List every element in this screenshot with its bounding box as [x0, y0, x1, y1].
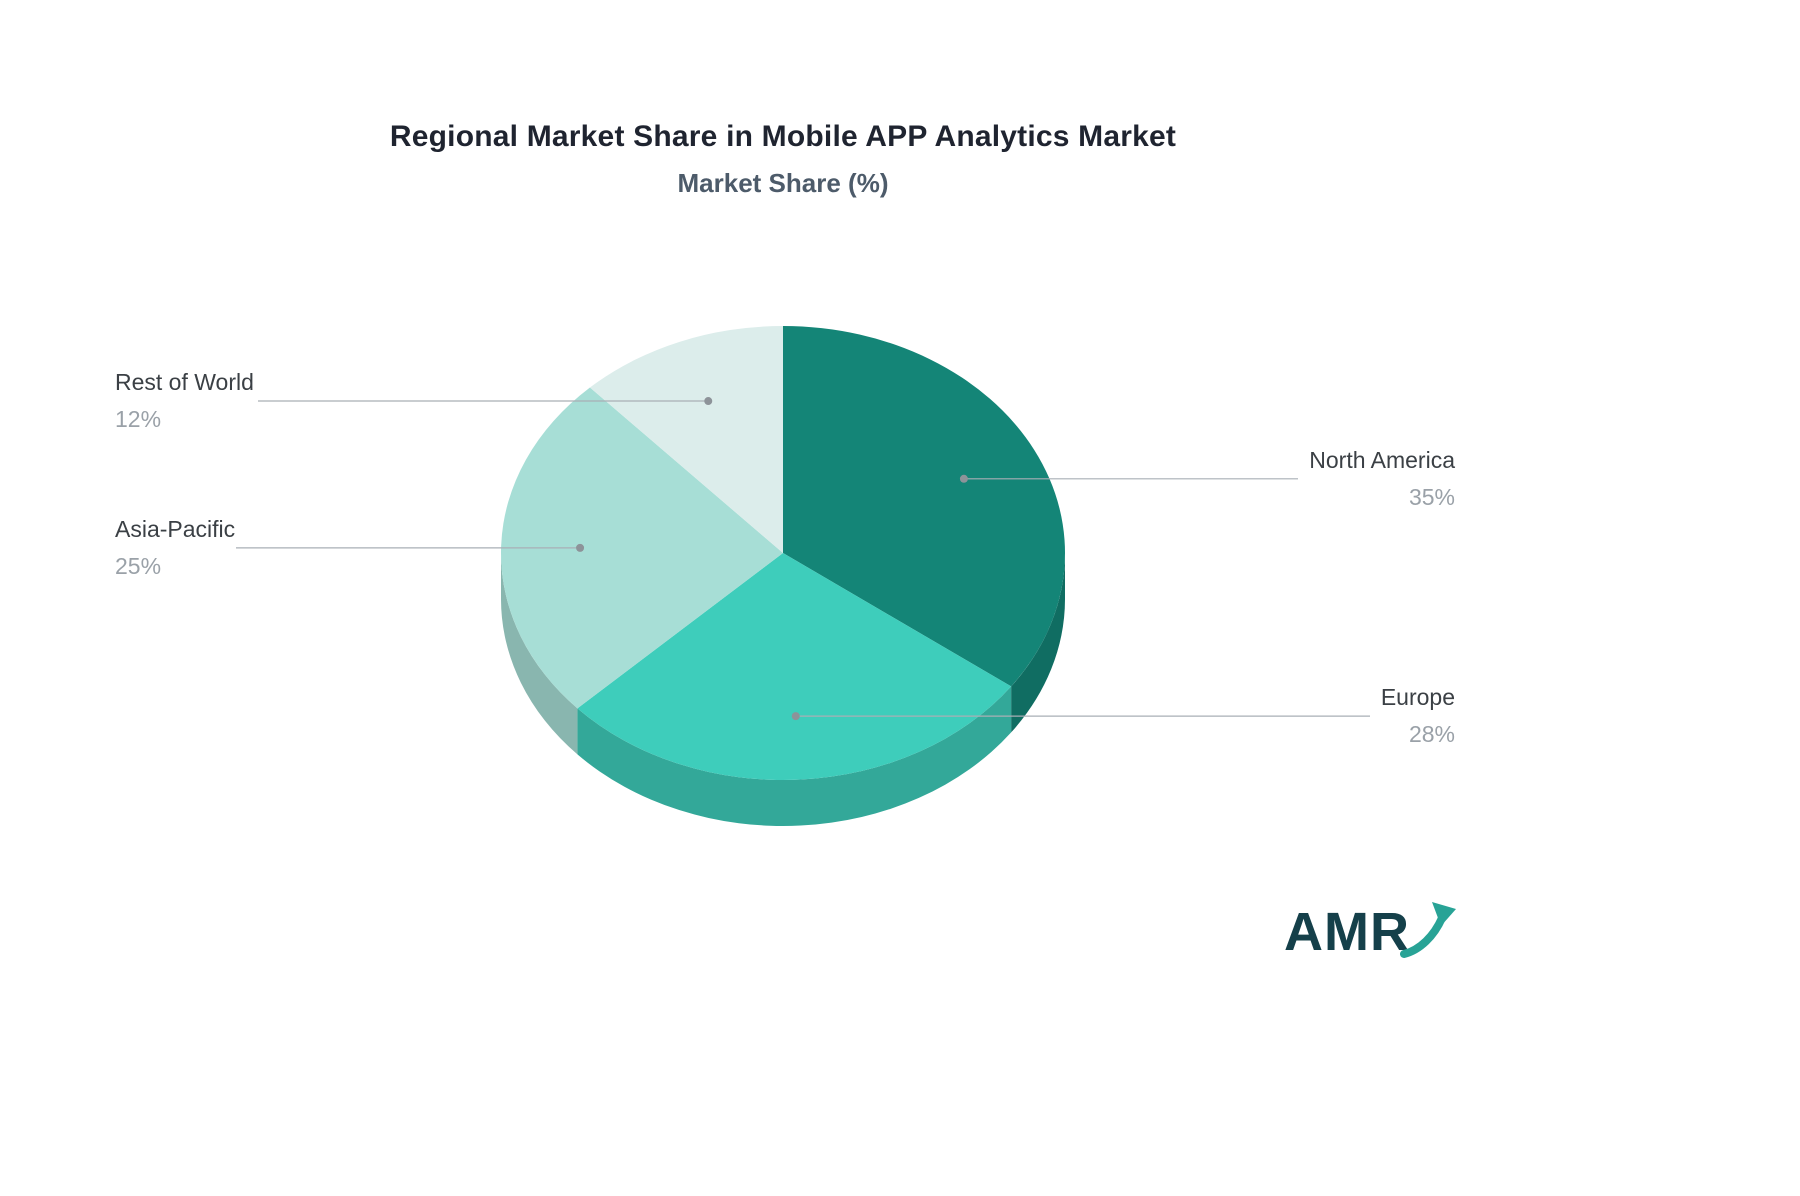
- pie-slice-north-america[interactable]: [783, 326, 1065, 687]
- slice-label-name: Rest of World: [115, 369, 254, 396]
- leader-dot: [576, 543, 585, 552]
- slice-label-value: 28%: [1408, 721, 1455, 748]
- chart-title: Regional Market Share in Mobile APP Anal…: [389, 120, 1177, 153]
- leader-dot: [704, 397, 713, 406]
- amr-logo-text: AMR: [1284, 901, 1410, 962]
- slice-label-name: Europe: [1380, 684, 1455, 711]
- leader-dot: [959, 474, 968, 483]
- pie-slice-rest-of-world[interactable]: [589, 326, 783, 553]
- chart-subtitle: Market Share (%): [677, 168, 889, 198]
- slice-label-europe: Europe 28%: [1135, 683, 1455, 748]
- slice-label-value: 25%: [115, 552, 162, 579]
- pie-slice-asia-pacific[interactable]: [500, 387, 783, 709]
- pie-slice-side: [501, 553, 578, 755]
- amr-logo: AMR: [1284, 898, 1456, 965]
- pie-slice-europe[interactable]: [577, 553, 1012, 781]
- slice-label-asia-pacific: Asia-Pacific 25%: [115, 515, 435, 580]
- slice-label-name: Asia-Pacific: [115, 515, 236, 542]
- pie-slice-side: [577, 686, 1012, 826]
- slice-label-value: 35%: [1408, 483, 1455, 510]
- slice-label-name: North America: [1309, 446, 1455, 473]
- amr-logo-arrow-icon: [1399, 900, 1456, 965]
- pie-slice-side: [1011, 553, 1065, 733]
- slice-label-rest-of-world: Rest of World 12%: [115, 368, 435, 433]
- slice-label-north-america: North America 35%: [1135, 446, 1455, 511]
- slice-label-value: 12%: [115, 406, 162, 433]
- leader-dot: [791, 712, 800, 721]
